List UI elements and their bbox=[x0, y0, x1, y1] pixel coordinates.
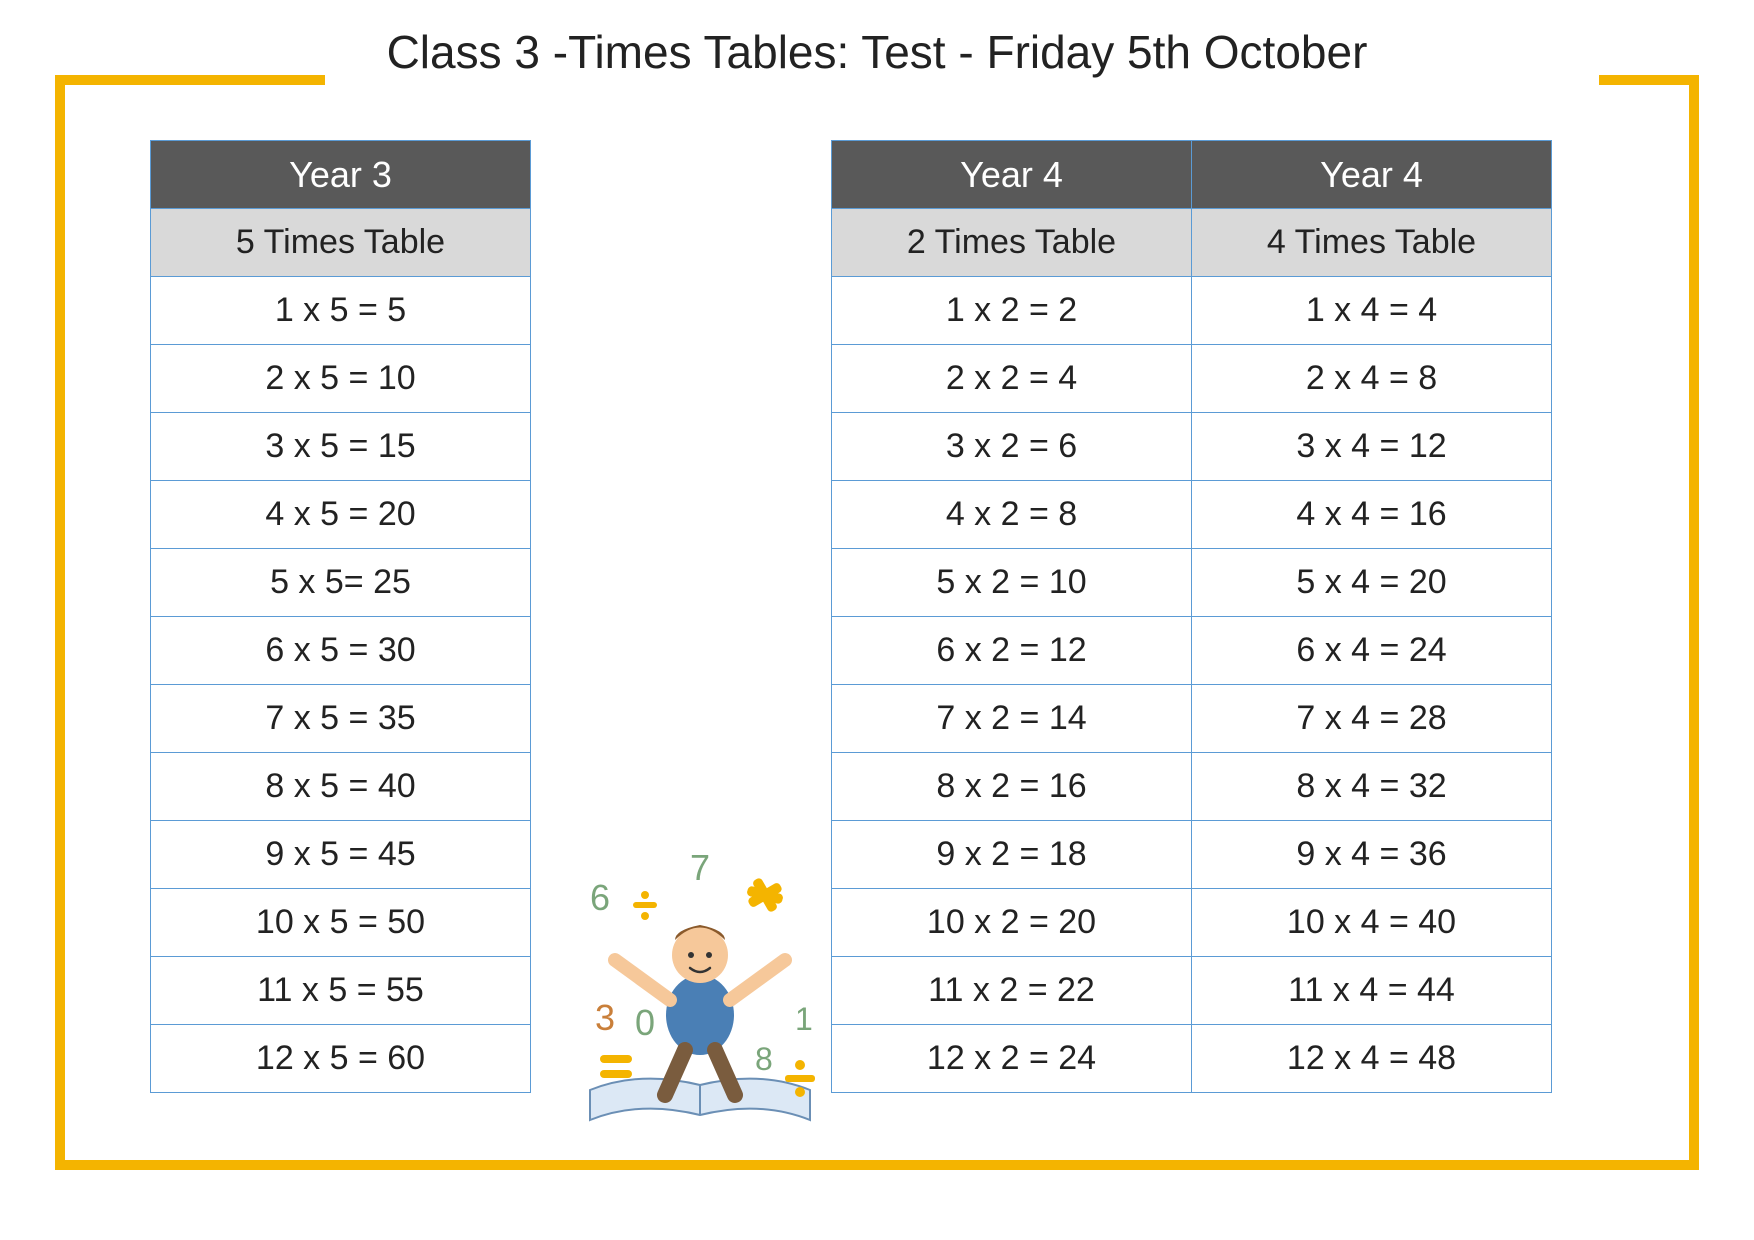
left-table-group: Year 3 5 Times Table 1 x 5 = 5 2 x 5 = 1… bbox=[150, 140, 531, 1093]
table-row: 8 x 2 = 16 bbox=[832, 753, 1192, 821]
table-row: 3 x 5 = 15 bbox=[151, 413, 531, 481]
table-row: 11 x 2 = 22 bbox=[832, 957, 1192, 1025]
frame-border-left bbox=[55, 75, 65, 1170]
table-row: 3 x 2 = 6 bbox=[832, 413, 1192, 481]
frame-border-bottom bbox=[55, 1160, 1699, 1170]
table-row: 7 x 4 = 28 bbox=[1192, 685, 1552, 753]
clipart-number: 1 bbox=[795, 1001, 813, 1037]
table-row: 7 x 5 = 35 bbox=[151, 685, 531, 753]
table-row: 9 x 2 = 18 bbox=[832, 821, 1192, 889]
right-table-group: Year 4 Year 4 2 Times Table 4 Times Tabl… bbox=[831, 140, 1552, 1093]
table-row: 4 x 5 = 20 bbox=[151, 481, 531, 549]
year3-table: Year 3 5 Times Table 1 x 5 = 5 2 x 5 = 1… bbox=[150, 140, 531, 1093]
table-row: 10 x 2 = 20 bbox=[832, 889, 1192, 957]
table-row: 6 x 2 = 12 bbox=[832, 617, 1192, 685]
table-row: 4 x 4 = 16 bbox=[1192, 481, 1552, 549]
table-row: 1 x 2 = 2 bbox=[832, 277, 1192, 345]
clipart-number: 8 bbox=[755, 1041, 773, 1077]
table-row: 12 x 5 = 60 bbox=[151, 1025, 531, 1093]
clipart-number: 0 bbox=[635, 1002, 655, 1043]
frame-border-right bbox=[1689, 75, 1699, 1170]
clipart-number: 6 bbox=[590, 877, 610, 918]
year4-subheader-col1: 2 Times Table bbox=[832, 209, 1192, 277]
table-row: 9 x 4 = 36 bbox=[1192, 821, 1552, 889]
table-row: 11 x 5 = 55 bbox=[151, 957, 531, 1025]
table-row: 11 x 4 = 44 bbox=[1192, 957, 1552, 1025]
year3-subheader: 5 Times Table bbox=[151, 209, 531, 277]
table-row: 2 x 2 = 4 bbox=[832, 345, 1192, 413]
table-row: 1 x 5 = 5 bbox=[151, 277, 531, 345]
year4-table: Year 4 Year 4 2 Times Table 4 Times Tabl… bbox=[831, 140, 1552, 1093]
table-row: 6 x 4 = 24 bbox=[1192, 617, 1552, 685]
table-row: 4 x 2 = 8 bbox=[832, 481, 1192, 549]
math-child-clipart-icon: 6 7 3 0 1 8 bbox=[560, 840, 840, 1140]
table-row: 1 x 4 = 4 bbox=[1192, 277, 1552, 345]
table-row: 12 x 4 = 48 bbox=[1192, 1025, 1552, 1093]
clipart-number: 3 bbox=[595, 997, 615, 1038]
tables-container: Year 3 5 Times Table 1 x 5 = 5 2 x 5 = 1… bbox=[150, 140, 1604, 1093]
table-row: 2 x 4 = 8 bbox=[1192, 345, 1552, 413]
table-row: 5 x 5= 25 bbox=[151, 549, 531, 617]
year4-subheader-col2: 4 Times Table bbox=[1192, 209, 1552, 277]
table-row: 8 x 5 = 40 bbox=[151, 753, 531, 821]
year4-header-col1: Year 4 bbox=[832, 141, 1192, 209]
table-row: 8 x 4 = 32 bbox=[1192, 753, 1552, 821]
table-row: 10 x 5 = 50 bbox=[151, 889, 531, 957]
table-row: 3 x 4 = 12 bbox=[1192, 413, 1552, 481]
table-row: 6 x 5 = 30 bbox=[151, 617, 531, 685]
table-row: 9 x 5 = 45 bbox=[151, 821, 531, 889]
year3-header: Year 3 bbox=[151, 141, 531, 209]
table-row: 5 x 4 = 20 bbox=[1192, 549, 1552, 617]
table-row: 2 x 5 = 10 bbox=[151, 345, 531, 413]
page-title: Class 3 -Times Tables: Test - Friday 5th… bbox=[0, 25, 1754, 79]
clipart-number: 7 bbox=[690, 847, 710, 888]
table-row: 10 x 4 = 40 bbox=[1192, 889, 1552, 957]
table-row: 5 x 2 = 10 bbox=[832, 549, 1192, 617]
table-row: 12 x 2 = 24 bbox=[832, 1025, 1192, 1093]
table-row: 7 x 2 = 14 bbox=[832, 685, 1192, 753]
year4-header-col2: Year 4 bbox=[1192, 141, 1552, 209]
